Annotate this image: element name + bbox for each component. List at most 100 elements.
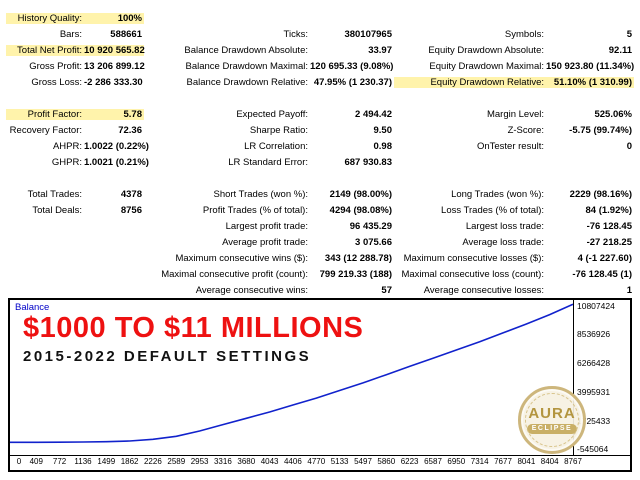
y-axis-label: 10807424 bbox=[577, 300, 615, 311]
stat-value: -76 128.45 bbox=[586, 220, 632, 232]
stat-label: Equity Drawdown Absolute: bbox=[428, 44, 544, 56]
stat-value: 1.0021 (0.21%) bbox=[84, 156, 149, 168]
stat-value: 5.78 bbox=[84, 108, 144, 120]
stat-label: Bars: bbox=[59, 28, 82, 40]
x-axis-label: 7314 bbox=[470, 457, 489, 466]
stat-value: 72.36 bbox=[118, 124, 142, 136]
stat-value: -5.75 (99.74%) bbox=[569, 124, 632, 136]
stat-label: Long Trades (won %): bbox=[451, 188, 544, 200]
stat-label: Average profit trade: bbox=[222, 236, 308, 248]
stat-value: -2 286 333.30 bbox=[84, 76, 143, 88]
stat-value: 33.97 bbox=[368, 44, 392, 56]
balance-curve-svg bbox=[10, 303, 573, 444]
stat-label: OnTester result: bbox=[476, 140, 544, 152]
stat-label: Profit Factor: bbox=[6, 108, 84, 120]
x-axis-label: 2226 bbox=[143, 457, 162, 466]
stat-label: Average consecutive wins: bbox=[195, 284, 308, 296]
stat-label: Symbols: bbox=[504, 28, 544, 40]
stat-value: -27 218.25 bbox=[586, 236, 632, 248]
stat-label: LR Standard Error: bbox=[228, 156, 308, 168]
x-axis-label: 6587 bbox=[424, 457, 442, 466]
stat-value: 380107965 bbox=[344, 28, 392, 40]
stat-value: 100% bbox=[84, 12, 144, 24]
stat-label: Margin Level: bbox=[486, 108, 544, 120]
y-axis-label: 6266428 bbox=[577, 358, 611, 369]
aura-eclipse-logo: AURA ECLIPSE bbox=[518, 386, 586, 454]
stat-label: Short Trades (won %): bbox=[213, 188, 308, 200]
stat-value: 1.0022 (0.22%) bbox=[84, 140, 149, 152]
stat-value: 51.10% (1 310.99) bbox=[546, 76, 634, 88]
stat-value: 96 435.29 bbox=[349, 220, 392, 232]
x-axis-label: 0 bbox=[16, 457, 22, 466]
x-axis-label: 6223 bbox=[400, 457, 419, 466]
stat-label: Ticks: bbox=[283, 28, 308, 40]
stat-value: 47.95% (1 230.37) bbox=[313, 76, 392, 88]
x-axis-label: 772 bbox=[52, 457, 67, 466]
stat-value: 525.06% bbox=[594, 108, 632, 120]
stat-label: Average consecutive losses: bbox=[423, 284, 544, 296]
stat-value: 13 206 899.12 bbox=[84, 60, 145, 72]
stat-label: Z-Score: bbox=[507, 124, 544, 136]
x-axis-label: 5860 bbox=[377, 457, 396, 466]
stat-value: 120 695.33 (9.08%) bbox=[310, 60, 394, 72]
stat-value: 1 bbox=[626, 284, 632, 296]
x-axis-label: 5497 bbox=[354, 457, 372, 466]
stat-value: 57 bbox=[381, 284, 392, 296]
stat-value: 8756 bbox=[120, 204, 142, 216]
y-axis-label: 1725433 bbox=[577, 415, 611, 426]
stat-label: GHPR: bbox=[51, 156, 82, 168]
x-axis-label: 1136 bbox=[74, 457, 92, 466]
stat-value: 92.11 bbox=[608, 44, 632, 56]
x-axis-label: 4043 bbox=[260, 457, 279, 466]
stat-label: Balance Drawdown Maximal: bbox=[185, 60, 309, 72]
x-axis-label: 8041 bbox=[517, 457, 536, 466]
x-axis-label: 7677 bbox=[494, 457, 512, 466]
stat-label: Profit Trades (% of total): bbox=[202, 204, 308, 216]
stat-value: 0 bbox=[626, 140, 632, 152]
x-axis-label: 2953 bbox=[190, 457, 209, 466]
x-axis-label: 1499 bbox=[97, 457, 116, 466]
promo-overlay: $1000 TO $11 MILLIONS 2015-2022 DEFAULT … bbox=[20, 312, 367, 366]
stat-value: -76 128.45 (1) bbox=[572, 268, 632, 280]
stat-label: LR Correlation: bbox=[244, 140, 308, 152]
stat-label: Balance Drawdown Relative: bbox=[186, 76, 308, 88]
x-axis-label: 3680 bbox=[237, 457, 256, 466]
x-axis-label: 8404 bbox=[540, 457, 559, 466]
stat-value: 84 (1.92%) bbox=[585, 204, 632, 216]
stat-value: 4378 bbox=[120, 188, 142, 200]
x-axis-label: 5133 bbox=[330, 457, 349, 466]
stats-grid: History Quality: 100% Bars: 588661 Ticks: 380… bbox=[6, 10, 634, 298]
stat-value: 0.98 bbox=[373, 140, 393, 152]
stat-label: Largest loss trade: bbox=[465, 220, 544, 232]
stat-value: 2 494.42 bbox=[355, 108, 392, 120]
stat-label: Average loss trade: bbox=[462, 236, 544, 248]
stat-value: 2229 (98.16%) bbox=[569, 188, 632, 200]
stat-label: Sharpe Ratio: bbox=[249, 124, 308, 136]
y-axis-label: 3995931 bbox=[577, 386, 611, 397]
laurel-wreath-icon bbox=[525, 393, 579, 447]
x-axis-label: 3316 bbox=[213, 457, 232, 466]
stat-label: Equity Drawdown Relative: bbox=[394, 76, 546, 88]
stat-value: 2149 (98.00%) bbox=[329, 188, 392, 200]
stat-label: Total Net Profit: bbox=[6, 44, 84, 56]
x-axis-label: 1862 bbox=[120, 457, 139, 466]
x-axis-label: 409 bbox=[29, 457, 43, 466]
promo-headline: $1000 TO $11 MILLIONS bbox=[20, 312, 367, 345]
stat-value: 687 930.83 bbox=[344, 156, 392, 168]
stat-label: Loss Trades (% of total): bbox=[441, 204, 544, 216]
stat-label: History Quality: bbox=[6, 12, 84, 24]
balance-chart: Balance 10807424 8536926 6266428 3995931 172… bbox=[8, 298, 632, 472]
x-axis-label: 4770 bbox=[307, 457, 326, 466]
stat-label: Maximum consecutive losses ($): bbox=[403, 252, 544, 264]
x-axis: 0 409 772 1136 1499 1862 2226 2589 2953 3316 3680 4… bbox=[10, 455, 630, 470]
balance-line bbox=[10, 303, 573, 444]
stat-label: Maximum consecutive wins ($): bbox=[175, 252, 308, 264]
stat-label: AHPR: bbox=[52, 140, 82, 152]
stat-label: Gross Loss: bbox=[31, 76, 82, 88]
stat-value: 5 bbox=[626, 28, 632, 40]
stat-label: Balance Drawdown Absolute: bbox=[184, 44, 308, 56]
promo-subline: 2015-2022 DEFAULT SETTINGS bbox=[20, 347, 315, 366]
x-axis-label: 2589 bbox=[167, 457, 186, 466]
y-axis-label: -545064 bbox=[577, 444, 609, 455]
y-axis-label: 8536926 bbox=[577, 329, 611, 340]
